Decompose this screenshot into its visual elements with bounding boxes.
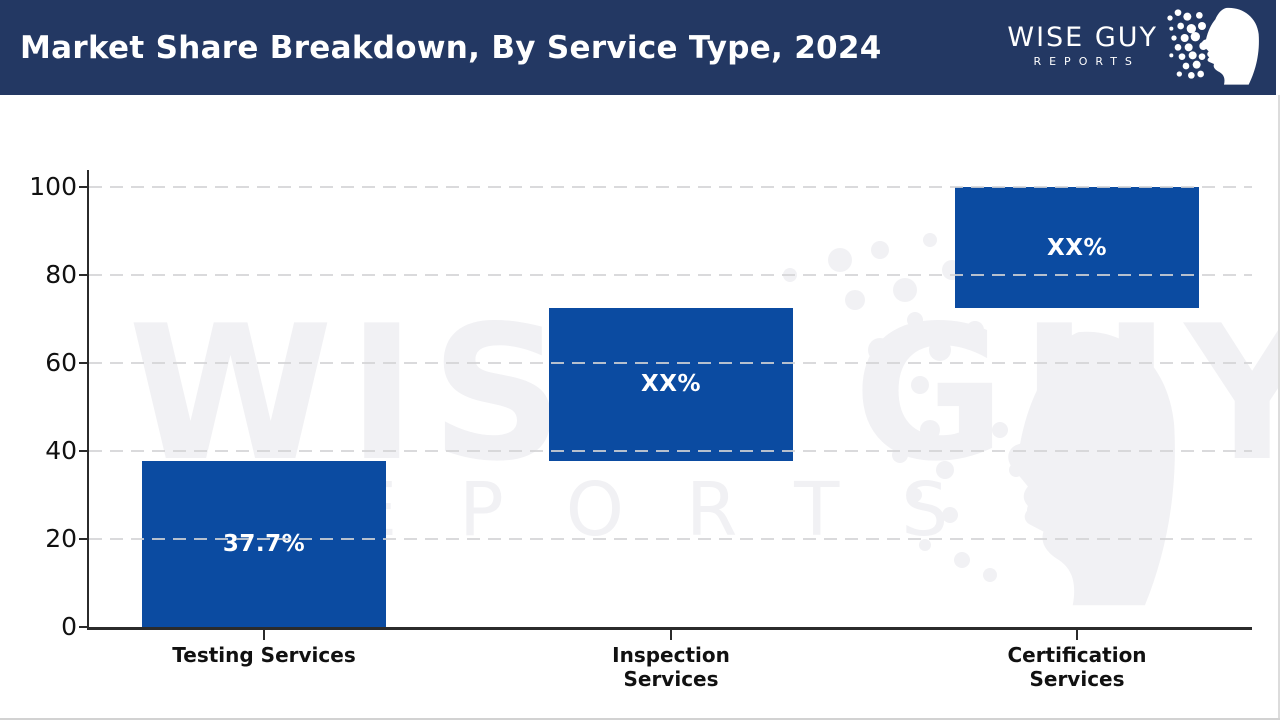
- bar-certification-services: XX%: [955, 187, 1199, 308]
- y-gridline: [89, 538, 1252, 541]
- brand-face-icon: [1167, 7, 1259, 85]
- y-axis-tick: [79, 274, 87, 277]
- bar-inspection-services: XX%: [549, 307, 793, 462]
- header: Market Share Breakdown, By Service Type,…: [0, 0, 1276, 95]
- page-right-edge-line: [1278, 95, 1280, 720]
- y-axis-tick: [79, 538, 87, 541]
- brand-subname: REPORTS: [1033, 55, 1140, 69]
- y-axis-tick-label: 80: [45, 260, 77, 290]
- x-axis-line: [87, 627, 1252, 630]
- y-axis-tick-label: 20: [45, 524, 77, 554]
- y-gridline: [89, 450, 1252, 453]
- page-bottom-edge-line: [0, 718, 1280, 720]
- y-axis-tick-label: 100: [29, 172, 77, 202]
- y-axis-tick: [79, 450, 87, 453]
- brand-logo-text: WISE GUY REPORTS: [1007, 21, 1158, 69]
- brand-name: WISE GUY: [1007, 21, 1158, 53]
- y-axis-tick: [79, 186, 87, 189]
- bar-value-label-testing-services: 37.7%: [222, 531, 306, 558]
- y-gridline: [89, 274, 1252, 277]
- y-axis-tick: [79, 626, 87, 628]
- y-axis-tick-label: 60: [45, 348, 77, 378]
- x-axis-category-label-line: Testing Services: [172, 643, 356, 667]
- x-axis-category-label-line: Certification: [1007, 643, 1147, 667]
- bar-value-label-inspection-services: XX%: [640, 371, 701, 398]
- bar-testing-services: 37.7%: [142, 461, 386, 627]
- x-axis-category-label-line: Inspection: [612, 643, 730, 667]
- y-axis-tick: [79, 362, 87, 365]
- x-axis-category-label-inspection-services: Inspection Services: [511, 643, 831, 691]
- y-gridline: [89, 186, 1252, 189]
- x-axis-category-label-testing-services: Testing Services: [104, 643, 424, 667]
- bar-value-label-certification-services: XX%: [1046, 234, 1107, 261]
- x-axis-category-label-certification-services: Certification Services: [917, 643, 1237, 691]
- x-axis-tick: [1076, 630, 1078, 640]
- page-title: Market Share Breakdown, By Service Type,…: [20, 29, 882, 66]
- y-axis-tick-label: 0: [61, 612, 77, 641]
- x-axis-tick: [263, 630, 265, 640]
- brand-logo: WISE GUY REPORTS: [1007, 6, 1262, 86]
- y-axis-line: [87, 170, 89, 630]
- x-axis-category-label-line: Services: [623, 667, 719, 691]
- y-gridline: [89, 362, 1252, 365]
- y-axis-tick-label: 40: [45, 436, 77, 466]
- x-axis-category-label-line: Services: [1029, 667, 1125, 691]
- x-axis-tick: [670, 630, 672, 640]
